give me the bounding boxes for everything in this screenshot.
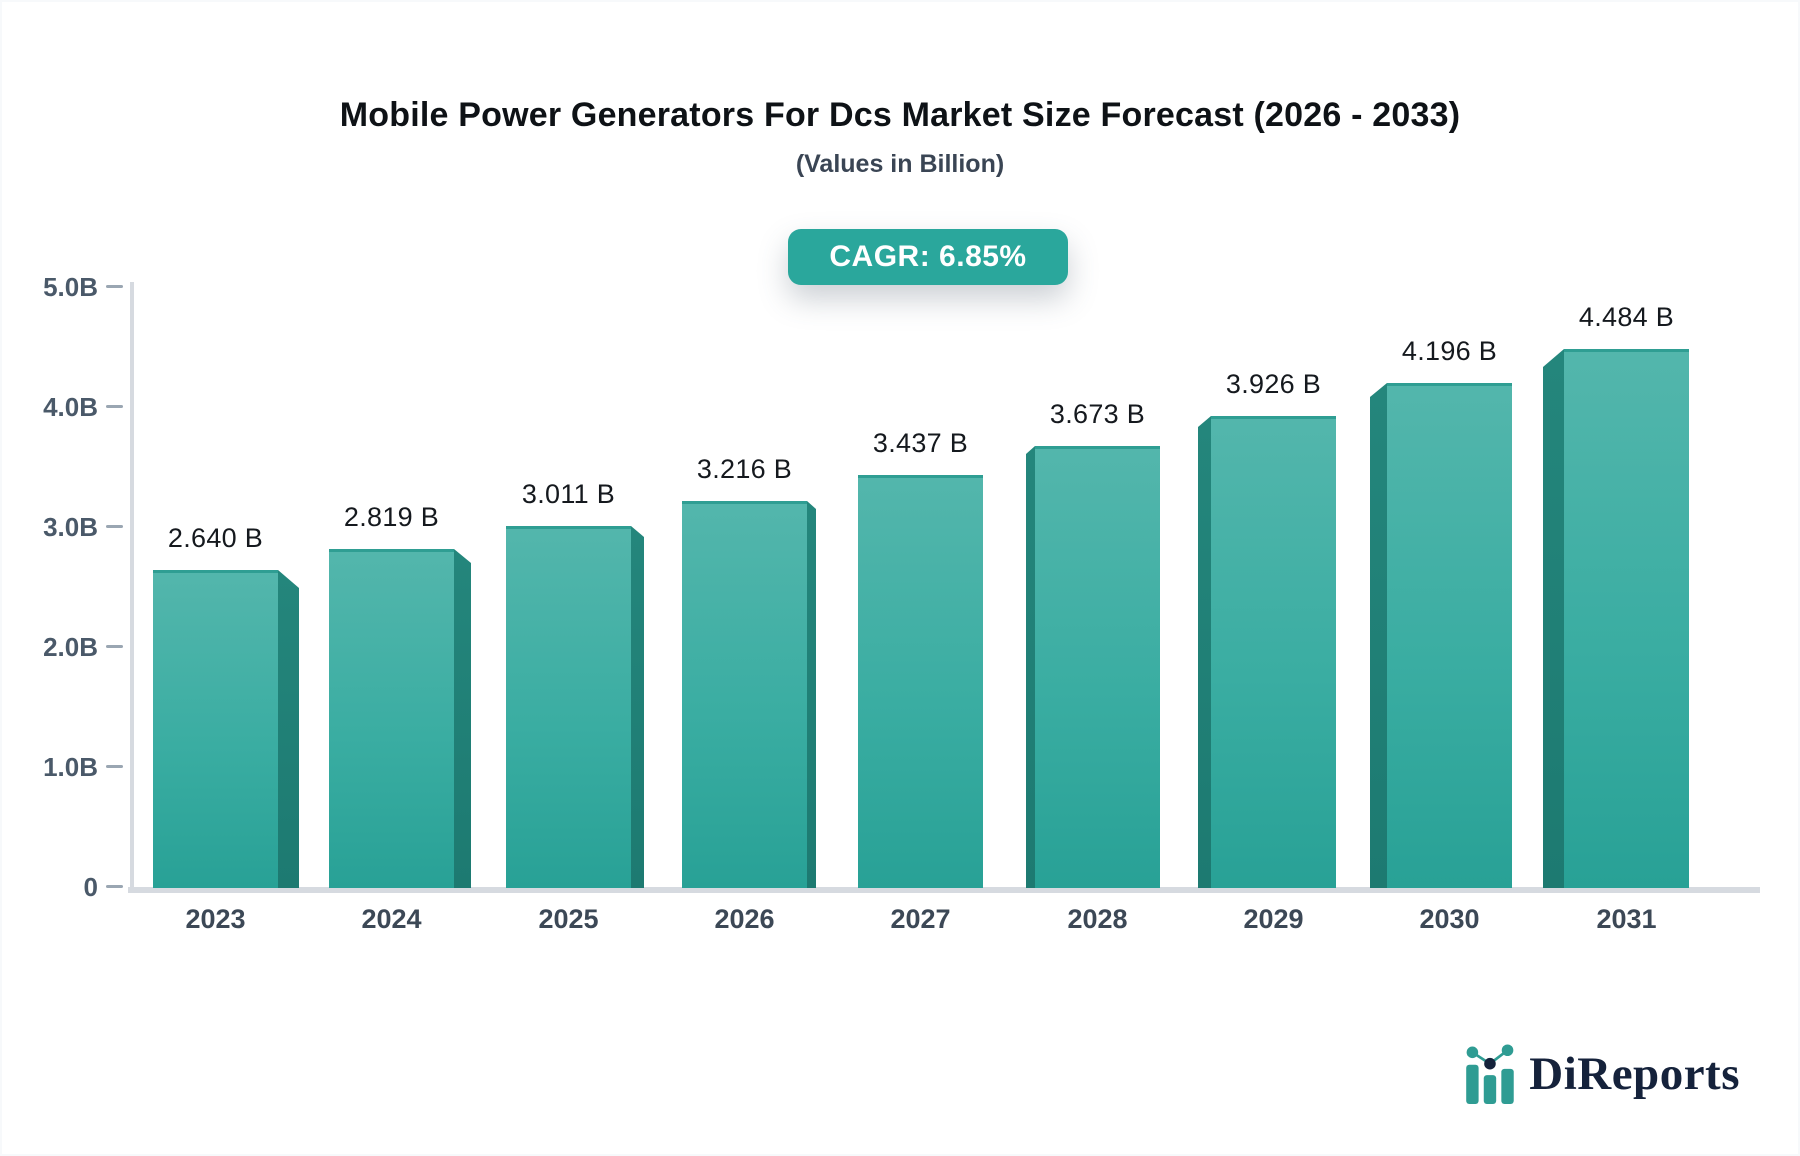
bar-side-face — [631, 526, 644, 888]
x-axis-label: 2028 — [1067, 904, 1128, 934]
x-axis-label: 2029 — [1243, 904, 1304, 934]
bar-value-label: 3.216 B — [696, 454, 793, 484]
y-tick-mark — [106, 525, 123, 528]
y-tick-mark — [106, 765, 123, 768]
x-axis-label: 2026 — [714, 904, 775, 934]
bar-2030 — [1387, 383, 1512, 888]
y-tick-label: 0 — [83, 872, 98, 902]
x-axis-baseline — [128, 887, 1760, 893]
bar-side-face — [278, 570, 299, 888]
y-tick-label: 1.0B — [43, 752, 98, 782]
chart-title: Mobile Power Generators For Dcs Market S… — [339, 96, 1461, 134]
bar-value-label: 3.673 B — [1049, 399, 1146, 429]
bar-2025 — [506, 526, 631, 888]
bar-2024 — [329, 549, 454, 888]
y-tick-label: 5.0B — [43, 272, 98, 302]
y-tick-label: 2.0B — [43, 632, 98, 662]
cagr-badge: CAGR: 6.85% — [788, 229, 1068, 285]
bar-2027 — [858, 475, 983, 888]
x-axis-label: 2027 — [890, 904, 951, 934]
x-axis-label: 2025 — [538, 904, 599, 934]
y-tick-mark — [106, 885, 123, 888]
bar-value-label: 2.819 B — [343, 502, 440, 532]
bar-2023 — [153, 570, 278, 888]
bar-2029 — [1211, 416, 1336, 888]
cagr-badge-label: CAGR: 6.85% — [829, 240, 1027, 273]
mini-bar-chart-logo-icon — [1466, 1044, 1514, 1104]
bar-2028 — [1035, 446, 1160, 888]
y-tick-label: 4.0B — [43, 392, 98, 422]
direports-logo-text: DiReports — [1529, 1048, 1740, 1100]
bar-side-face — [1370, 383, 1387, 888]
x-axis-label: 2024 — [361, 904, 422, 934]
bar-side-face — [807, 501, 816, 888]
bar-value-label: 3.926 B — [1225, 369, 1322, 399]
y-axis-line — [130, 282, 134, 893]
x-axis-label: 2031 — [1596, 904, 1657, 934]
direports-logo[interactable]: DiReports — [1463, 1042, 1740, 1104]
y-tick-mark — [106, 645, 123, 648]
bar-value-label: 3.437 B — [872, 428, 969, 458]
x-axis-label: 2030 — [1419, 904, 1480, 934]
bar-value-label: 2.640 B — [167, 523, 264, 553]
chart-subtitle: (Values in Billion) — [795, 150, 1005, 178]
bar-side-face — [1543, 349, 1564, 888]
y-tick-label: 3.0B — [43, 512, 98, 542]
bar-2026 — [682, 501, 807, 888]
bar-value-label: 4.196 B — [1401, 336, 1498, 366]
bar-side-face — [454, 549, 471, 888]
bar-value-label: 4.484 B — [1578, 302, 1675, 332]
bar-2031 — [1564, 349, 1689, 888]
y-tick-mark — [106, 405, 123, 408]
x-axis-label: 2023 — [185, 904, 246, 934]
bar-value-label: 3.011 B — [521, 479, 616, 509]
bar-side-face — [1026, 446, 1035, 888]
bar-side-face — [1198, 416, 1211, 888]
y-tick-mark — [106, 285, 123, 288]
